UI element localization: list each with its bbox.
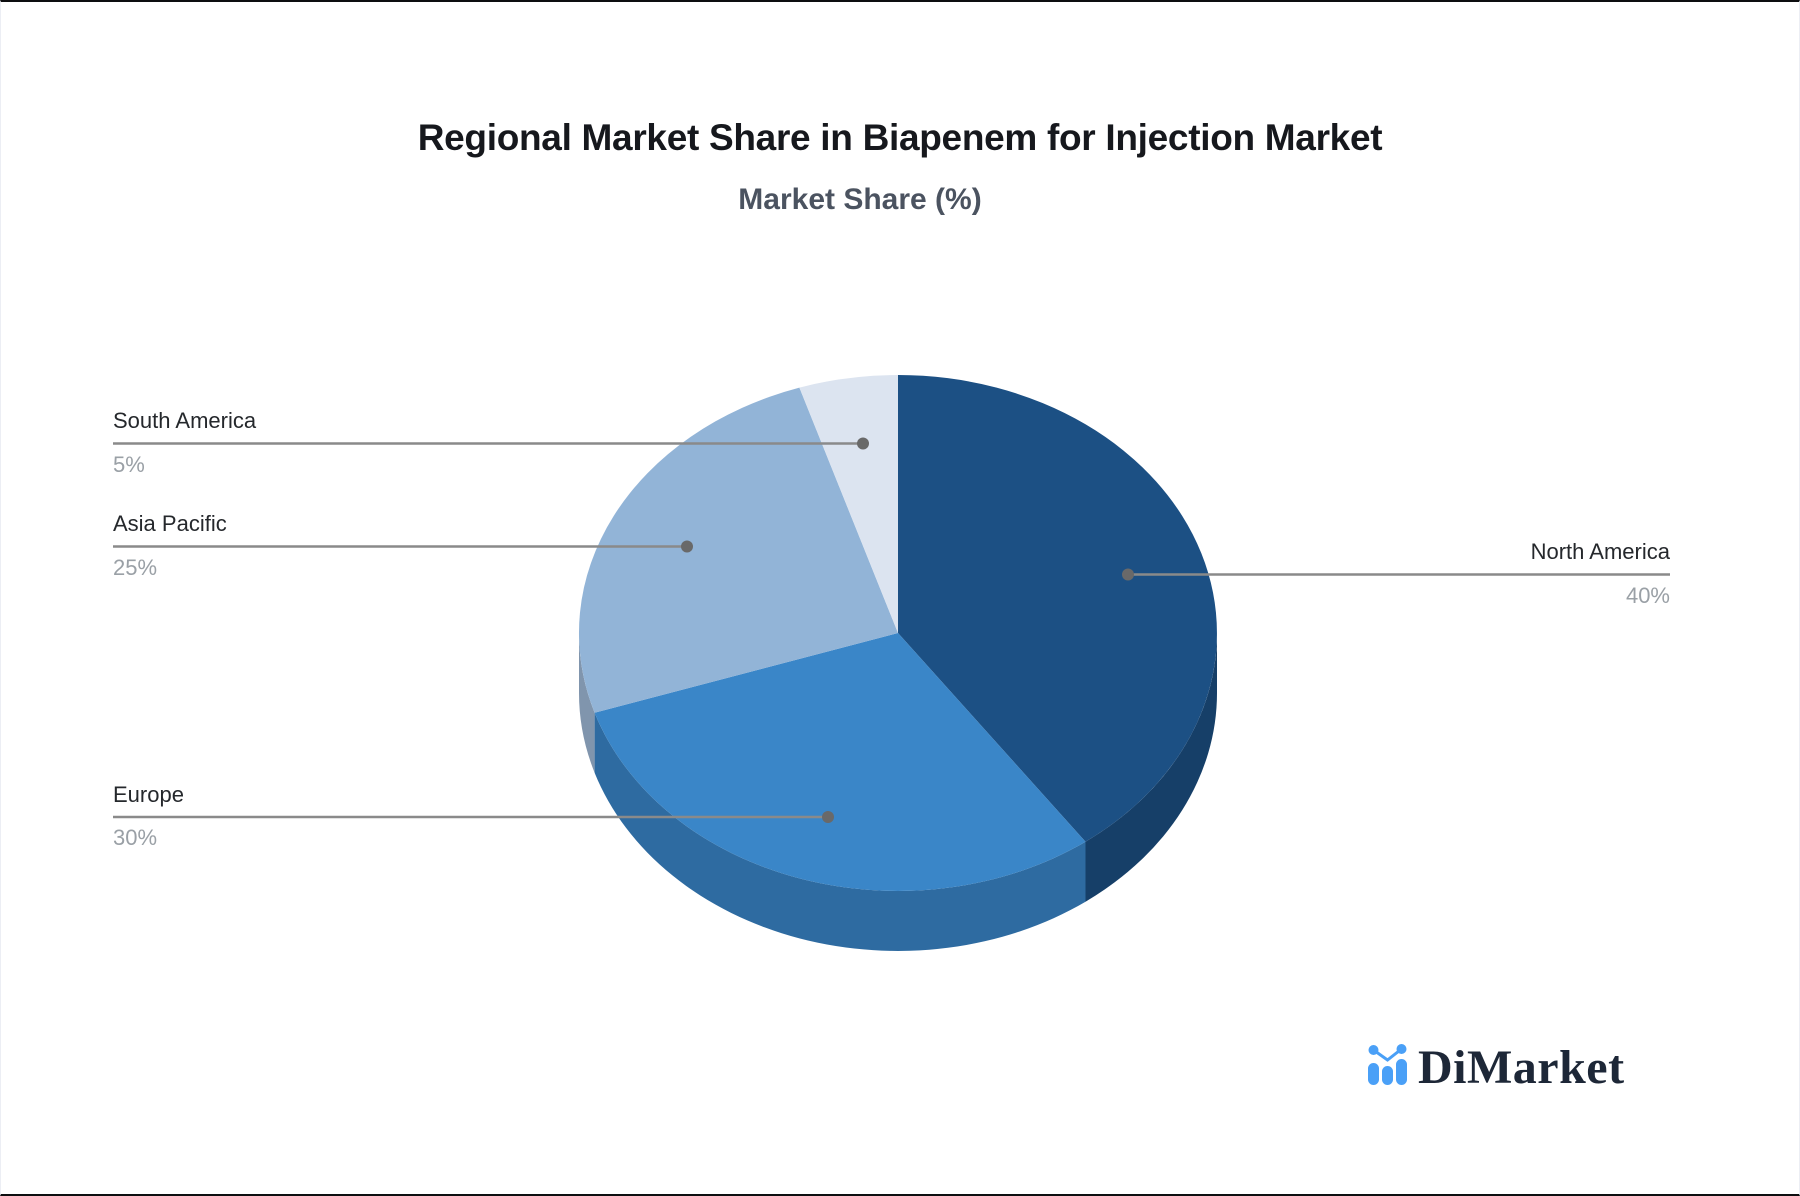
dimarket-logo-text: DiMarket: [1418, 1041, 1625, 1094]
dimarket-logo: [1360, 1038, 1690, 1100]
bar-line-chart-icon: [1368, 1044, 1407, 1085]
label-north-america: North America: [1530, 539, 1670, 564]
pie-side-north-america: [1085, 633, 1217, 902]
label-asia-pacific: Asia Pacific: [113, 511, 227, 536]
pie-slice-north-america[interactable]: [898, 375, 1217, 842]
pie-slice-south-america[interactable]: [799, 374, 898, 633]
leader-dot-south-america: [857, 437, 869, 450]
value-asia-pacific: 25%: [113, 555, 158, 580]
pie-slice-asia-pacific[interactable]: [578, 387, 898, 713]
chart-title: Regional Market Share in Biapenem for In…: [417, 117, 1383, 158]
leader-lines: [113, 437, 1670, 823]
value-south-america: 5%: [113, 452, 145, 477]
chart-subtitle: Market Share (%): [738, 183, 982, 216]
leader-dot-asia-pacific: [681, 540, 693, 553]
leader-dot-europe: [822, 811, 834, 823]
label-south-america: South America: [113, 408, 257, 433]
pie-side-europe: [594, 712, 1086, 951]
label-europe: Europe: [113, 782, 184, 807]
value-north-america: 40%: [1625, 583, 1670, 608]
value-europe: 30%: [113, 825, 158, 850]
pie-slice-europe[interactable]: [594, 633, 1086, 891]
pie-side-asia-pacific: [579, 633, 595, 773]
leader-dot-north-america: [1122, 568, 1134, 581]
